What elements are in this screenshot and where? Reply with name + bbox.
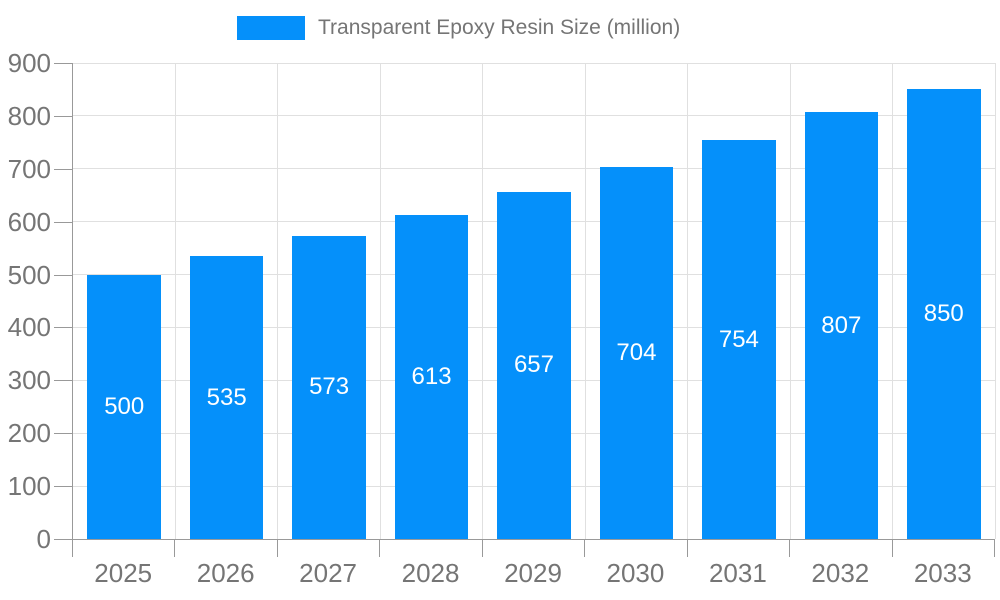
y-axis-label: 200	[7, 418, 51, 449]
x-axis-tick	[481, 540, 483, 557]
x-axis-label: 2025	[94, 558, 153, 588]
x-gridline	[277, 63, 279, 539]
x-axis-label: 2026	[196, 558, 255, 588]
bar[interactable]: 704	[599, 166, 674, 539]
x-gridline	[174, 63, 176, 539]
x-gridline	[482, 63, 484, 539]
y-axis-label: 400	[7, 312, 51, 343]
y-axis-tick	[54, 274, 73, 276]
y-axis-label: 600	[7, 206, 51, 237]
y-axis-tick	[54, 221, 73, 223]
y-axis-tick	[54, 380, 73, 382]
plot-area: 500 535 573 613 657 704 754 807 850	[72, 62, 996, 540]
bar-value-label: 573	[309, 373, 350, 401]
y-axis-label: 100	[7, 471, 51, 502]
x-gridline	[892, 63, 894, 539]
y-axis-label: 900	[7, 48, 51, 78]
x-axis-label: 2032	[811, 558, 870, 588]
y-gridline	[73, 115, 995, 117]
x-axis-tick	[379, 540, 381, 557]
y-axis-label: 300	[7, 365, 51, 396]
x-axis-tick	[686, 540, 688, 557]
x-axis-tick	[891, 540, 893, 557]
y-axis-tick	[54, 433, 73, 435]
y-axis-tick	[54, 63, 73, 64]
bar-value-label: 850	[923, 300, 964, 328]
x-gridline	[584, 63, 586, 539]
bar[interactable]: 573	[292, 235, 366, 539]
x-gridline	[994, 63, 996, 539]
x-gridline	[379, 63, 381, 539]
y-axis-tick	[54, 115, 73, 117]
x-gridline	[687, 63, 689, 539]
x-axis-label: 2033	[913, 558, 972, 588]
x-axis-tick	[994, 540, 995, 557]
y-axis-tick	[54, 168, 73, 170]
bar[interactable]: 613	[394, 214, 469, 539]
y-axis-label: 0	[36, 524, 51, 554]
x-axis-label: 2028	[401, 558, 460, 588]
x-axis-tick	[72, 540, 73, 557]
y-axis-tick	[54, 539, 73, 540]
bar[interactable]: 850	[907, 89, 981, 539]
bar-value-label: 807	[821, 311, 862, 339]
bar-value-label: 613	[411, 362, 452, 390]
bar[interactable]: 535	[189, 256, 264, 539]
bar[interactable]: 754	[702, 140, 776, 539]
y-gridline	[73, 62, 995, 64]
x-axis-tick	[276, 540, 278, 557]
x-axis-label: 2029	[504, 558, 562, 588]
x-axis-tick	[789, 540, 791, 557]
bar-value-label: 657	[513, 351, 554, 379]
x-axis-label: 2031	[708, 558, 767, 588]
bar-value-label: 535	[206, 383, 247, 411]
legend-marker-icon	[237, 16, 305, 40]
y-axis-tick	[54, 486, 73, 488]
y-axis-tick	[54, 327, 73, 329]
bar[interactable]: 657	[497, 191, 571, 539]
legend-item[interactable]: Transparent Epoxy Resin Size (million)	[237, 16, 680, 40]
bar[interactable]: 500	[87, 274, 161, 539]
x-axis-label: 2027	[299, 558, 358, 588]
x-axis-label: 2030	[606, 558, 665, 588]
y-gridline	[73, 168, 995, 170]
bar-value-label: 500	[104, 392, 145, 420]
x-axis-tick	[584, 540, 586, 557]
y-axis-label: 700	[7, 153, 51, 184]
x-gridline	[789, 63, 791, 539]
legend-label: Transparent Epoxy Resin Size (million)	[318, 16, 681, 39]
bar-value-label: 704	[616, 338, 657, 366]
bar[interactable]: 807	[804, 112, 879, 539]
bar-value-label: 754	[718, 325, 759, 353]
x-axis-tick	[174, 540, 176, 557]
y-axis-label: 500	[7, 259, 51, 290]
y-axis-label: 800	[7, 100, 51, 131]
